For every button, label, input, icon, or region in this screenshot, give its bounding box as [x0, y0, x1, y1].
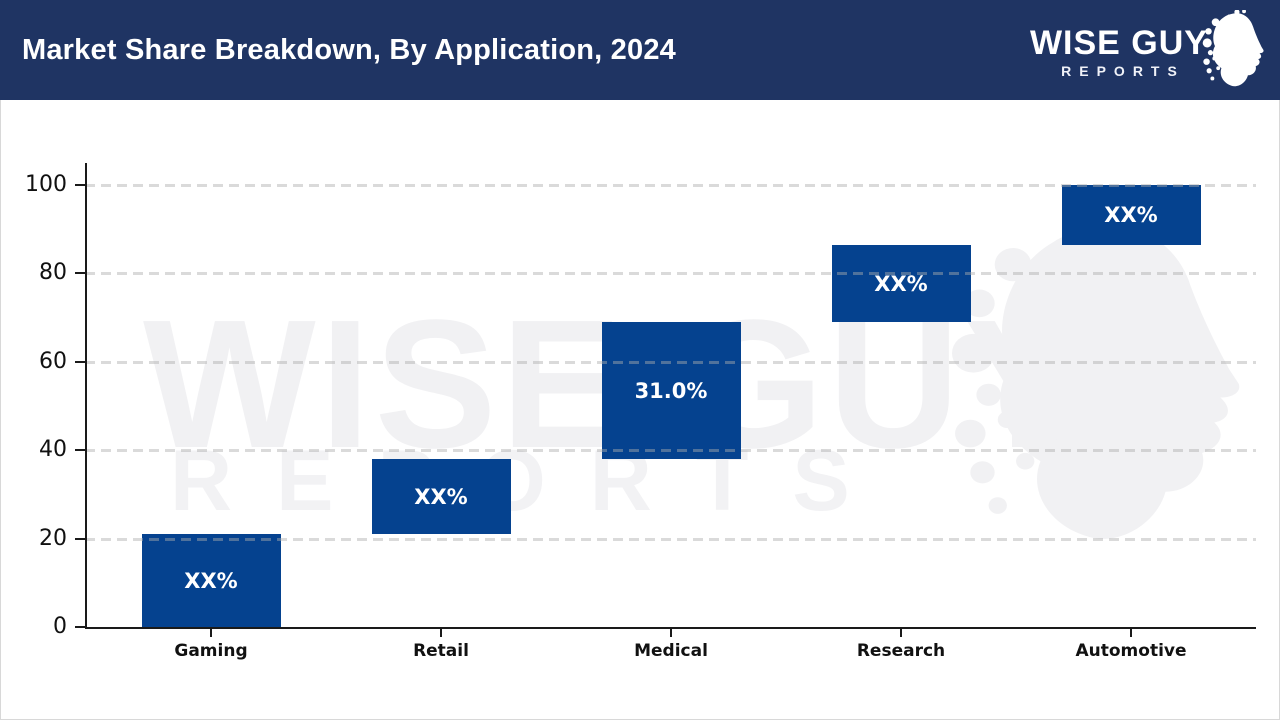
y-tick-label-40: 40: [39, 437, 67, 463]
bar-value-label: XX%: [184, 568, 238, 593]
y-tick-label-20: 20: [39, 525, 67, 551]
x-tick-research: [900, 627, 902, 637]
x-label-automotive: Automotive: [1075, 641, 1187, 661]
chart-title: Market Share Breakdown, By Application, …: [22, 33, 676, 66]
x-tick-retail: [440, 627, 442, 637]
bar-value-label: XX%: [414, 484, 468, 509]
x-tick-automotive: [1130, 627, 1132, 637]
x-axis: [85, 627, 1256, 629]
wise-guy-reports-logo: WISE GUY REPORTS: [1030, 10, 1272, 94]
waterfall-chart: XX% XX% 31.0% XX% XX% 0 20 40 60 80 100 Gaming Retai…: [0, 100, 1280, 720]
y-axis: [85, 163, 87, 629]
gridline-100: [85, 184, 1256, 187]
y-tick-label-0: 0: [53, 614, 67, 639]
bar-automotive: XX%: [1061, 185, 1201, 246]
x-tick-gaming: [210, 627, 212, 637]
y-tick-label-60: 60: [39, 348, 67, 374]
gridline-40: [85, 449, 1256, 453]
y-tick-80: [75, 272, 85, 275]
logo-text: WISE GUY REPORTS: [1030, 26, 1208, 79]
gridline-60: [85, 360, 1256, 364]
gridline-20: [85, 537, 1256, 541]
bar-gaming: XX%: [141, 534, 281, 627]
bar-research: XX%: [831, 245, 971, 323]
x-label-gaming: Gaming: [174, 641, 248, 661]
left-border: [0, 100, 1, 720]
bar-retail: XX%: [371, 459, 511, 535]
dotted-head-icon: [1202, 10, 1264, 87]
x-label-retail: Retail: [413, 641, 469, 661]
y-tick-0: [75, 626, 85, 628]
y-tick-100: [75, 184, 85, 186]
x-label-medical: Medical: [634, 641, 708, 661]
y-tick-40: [75, 449, 85, 452]
bar-value-label: 31.0%: [634, 378, 708, 403]
gridline-80: [85, 272, 1256, 276]
logo-subtext: REPORTS: [1061, 62, 1185, 79]
y-tick-label-80: 80: [39, 260, 67, 286]
logo-wordmark: WISE GUY: [1029, 23, 1208, 62]
y-tick-label-100: 100: [25, 172, 67, 197]
watermark-head-icon: [952, 212, 1240, 539]
y-tick-20: [75, 537, 85, 540]
bar-value-label: XX%: [874, 271, 928, 296]
y-tick-60: [75, 360, 85, 363]
bar-medical: 31.0%: [601, 322, 741, 460]
x-tick-medical: [670, 627, 672, 637]
header-bar: Market Share Breakdown, By Application, …: [0, 0, 1280, 100]
bar-value-label: XX%: [1104, 203, 1158, 228]
x-label-research: Research: [856, 641, 946, 661]
